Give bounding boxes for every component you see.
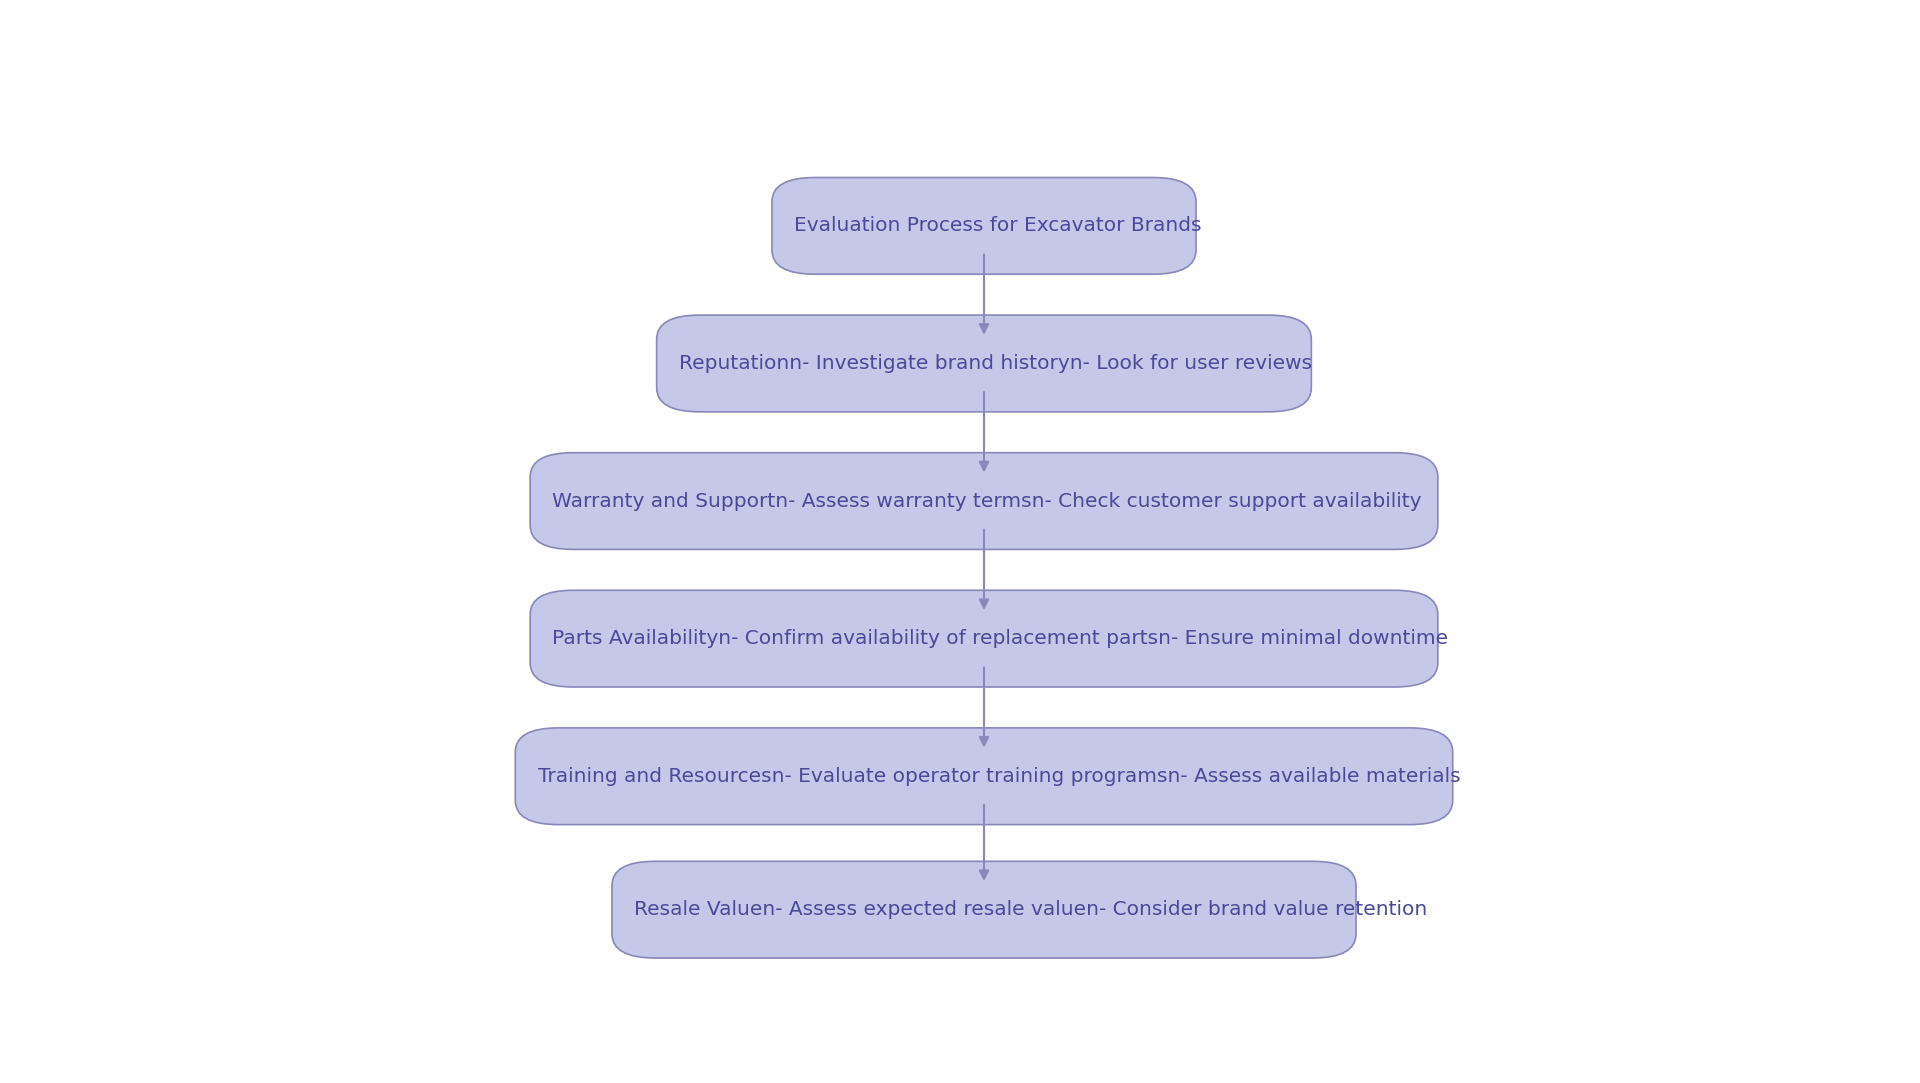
Text: Evaluation Process for Excavator Brands: Evaluation Process for Excavator Brands (795, 217, 1202, 235)
Text: Reputationn- Investigate brand historyn- Look for user reviews: Reputationn- Investigate brand historyn-… (680, 354, 1311, 373)
FancyBboxPatch shape (530, 453, 1438, 549)
Text: Resale Valuen- Assess expected resale valuen- Consider brand value retention: Resale Valuen- Assess expected resale va… (634, 900, 1428, 919)
FancyBboxPatch shape (612, 861, 1356, 958)
Text: Training and Resourcesn- Evaluate operator training programsn- Assess available : Training and Resourcesn- Evaluate operat… (538, 767, 1461, 786)
FancyBboxPatch shape (657, 315, 1311, 412)
Text: Parts Availabilityn- Confirm availability of replacement partsn- Ensure minimal : Parts Availabilityn- Confirm availabilit… (553, 629, 1448, 648)
Text: Warranty and Supportn- Assess warranty termsn- Check customer support availabili: Warranty and Supportn- Assess warranty t… (553, 492, 1423, 510)
FancyBboxPatch shape (772, 178, 1196, 274)
FancyBboxPatch shape (515, 728, 1453, 824)
FancyBboxPatch shape (530, 590, 1438, 687)
